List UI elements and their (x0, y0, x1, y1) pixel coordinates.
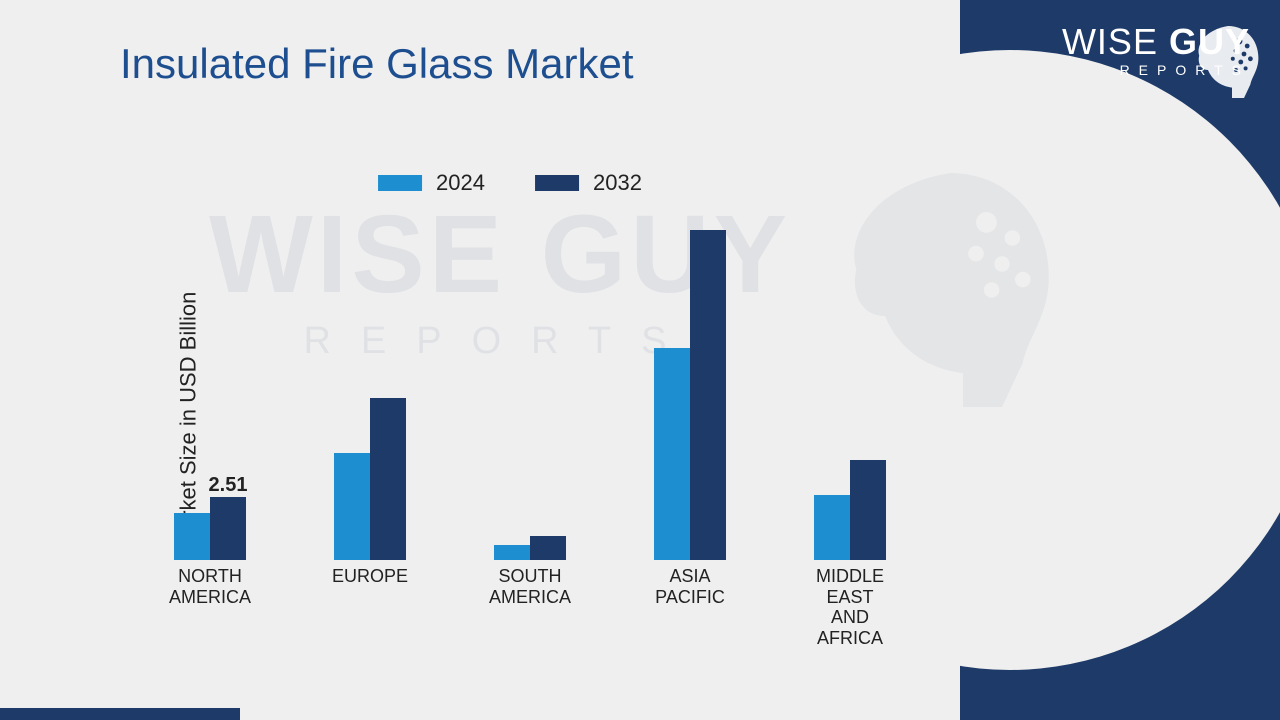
bar-chart: Market Size in USD Billion 2024 2032 NOR… (60, 160, 960, 680)
bar-2032 (210, 497, 246, 560)
legend-item-2032: 2032 (535, 170, 642, 196)
bar-2032 (530, 536, 566, 560)
category-label: SOUTHAMERICA (450, 560, 610, 607)
chart-title: Insulated Fire Glass Market (120, 40, 634, 88)
legend: 2024 2032 (378, 170, 642, 196)
bar-2024 (654, 348, 690, 561)
bar-group: EUROPE (310, 398, 430, 561)
brand-guy: GUY (1169, 21, 1250, 62)
brand-wise: WISE (1062, 21, 1158, 62)
bar-group: ASIAPACIFIC (630, 230, 750, 560)
bar-2032 (690, 230, 726, 560)
legend-swatch-2032 (535, 175, 579, 191)
bar-2024 (814, 495, 850, 560)
legend-swatch-2024 (378, 175, 422, 191)
bar-2024 (174, 513, 210, 561)
brand-logo: WISE GUY REPORTS (1062, 24, 1250, 78)
legend-item-2024: 2024 (378, 170, 485, 196)
bar-2032 (850, 460, 886, 560)
legend-label-2024: 2024 (436, 170, 485, 196)
bar-group: MIDDLEEASTANDAFRICA (790, 460, 910, 560)
category-label: ASIAPACIFIC (610, 560, 770, 607)
legend-label-2032: 2032 (593, 170, 642, 196)
page: WISE GUY REPORTS Insulated Fire Glass Ma… (0, 0, 1280, 720)
brand-line1: WISE GUY (1062, 24, 1250, 60)
value-label: 2.51 (209, 474, 248, 497)
category-label: NORTHAMERICA (130, 560, 290, 607)
plot-area: NORTHAMERICA EUROPE SOUTHAMERICA ASIAPACIFI… (130, 210, 960, 560)
bar-2032 (370, 398, 406, 561)
bar-2024 (334, 453, 370, 561)
category-label: EUROPE (290, 560, 450, 587)
side-panel: WISE GUY REPORTS (960, 0, 1280, 720)
brand-line2: REPORTS (1062, 62, 1250, 78)
bar-2024 (494, 545, 530, 560)
bar-group: SOUTHAMERICA (470, 536, 590, 560)
bar-group: NORTHAMERICA (150, 497, 270, 560)
category-label: MIDDLEEASTANDAFRICA (770, 560, 930, 649)
bottom-accent-bar (0, 708, 240, 720)
